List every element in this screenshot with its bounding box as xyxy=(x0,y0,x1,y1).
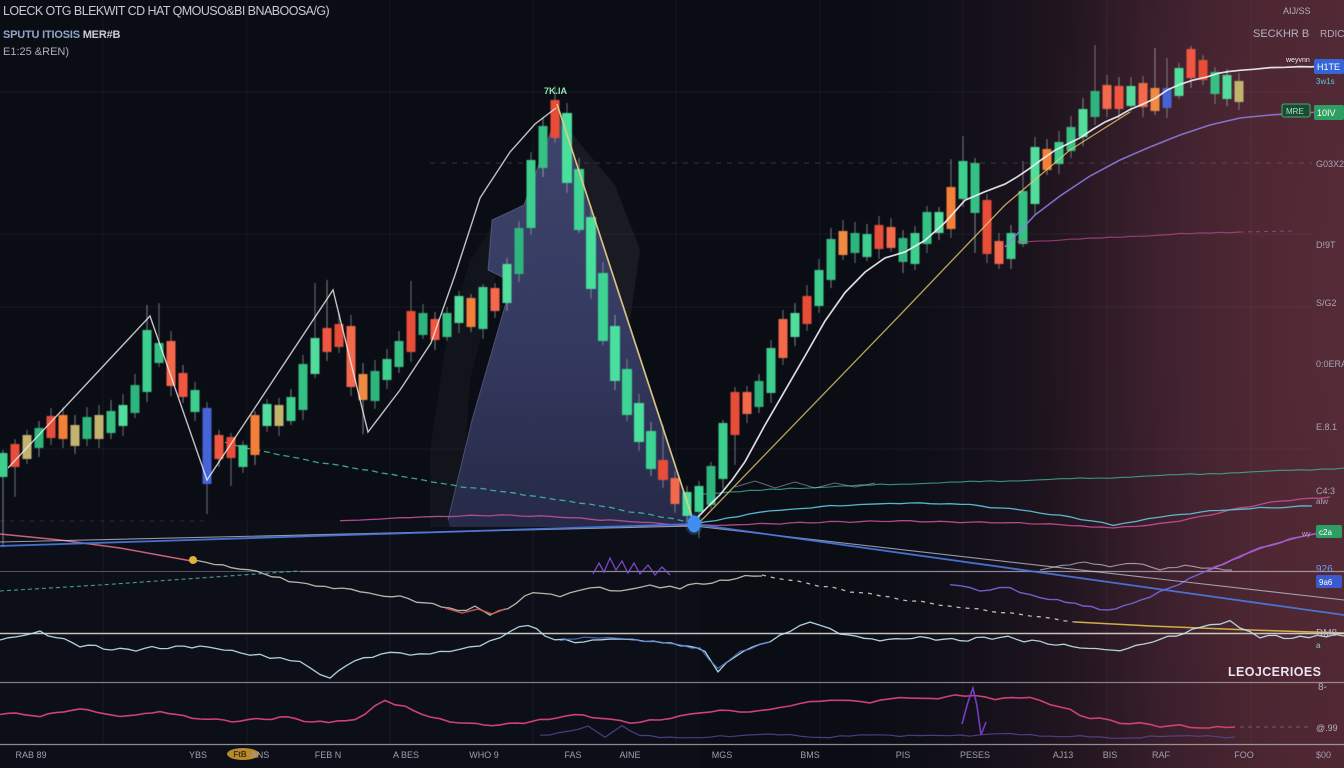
svg-text:LEOJCERIOES: LEOJCERIOES xyxy=(1228,665,1321,679)
svg-text:RDIC: RDIC xyxy=(1320,29,1344,40)
svg-text:8-: 8- xyxy=(1318,682,1327,693)
svg-text:YBS: YBS xyxy=(189,750,207,760)
svg-text:3w1s: 3w1s xyxy=(1316,77,1335,86)
svg-text:LOECK OTG BLEKWIT CD HAT QMOUS: LOECK OTG BLEKWIT CD HAT QMOUSO&BI BNABO… xyxy=(3,4,330,18)
svg-text:AJ13: AJ13 xyxy=(1053,750,1074,760)
svg-text:AIJ/SS: AIJ/SS xyxy=(1283,6,1311,16)
svg-text:10IV: 10IV xyxy=(1317,108,1336,118)
svg-text:WHO 9: WHO 9 xyxy=(469,750,499,760)
svg-text:@.99: @.99 xyxy=(1316,723,1338,733)
svg-text:SECKHR B: SECKHR B xyxy=(1253,28,1309,40)
svg-text:wy: wy xyxy=(1301,531,1311,538)
svg-text:S/G2: S/G2 xyxy=(1316,298,1337,308)
svg-text:E1:25 &REN): E1:25 &REN) xyxy=(3,46,69,58)
svg-text:D!9T: D!9T xyxy=(1316,240,1336,250)
svg-text:0:0ERA: 0:0ERA xyxy=(1316,359,1344,369)
svg-text:weyvnn: weyvnn xyxy=(1285,57,1310,64)
svg-text:c2a: c2a xyxy=(1319,528,1332,537)
svg-text:$00: $00 xyxy=(1316,750,1331,760)
svg-text:G03X2: G03X2 xyxy=(1316,159,1344,169)
svg-text:C4:3: C4:3 xyxy=(1316,486,1335,496)
svg-text:H1TE: H1TE xyxy=(1317,62,1340,72)
svg-text:PESES: PESES xyxy=(960,750,990,760)
svg-text:ANS: ANS xyxy=(251,750,270,760)
svg-text:FtB: FtB xyxy=(233,750,247,759)
svg-text:9a6: 9a6 xyxy=(1319,578,1333,587)
svg-text:7K.IA: 7K.IA xyxy=(544,86,568,96)
svg-text:BIS: BIS xyxy=(1103,750,1118,760)
svg-text:E.8.1: E.8.1 xyxy=(1316,422,1337,432)
svg-text:MGS: MGS xyxy=(712,750,733,760)
svg-text:FEB N: FEB N xyxy=(315,750,342,760)
svg-text:PIS: PIS xyxy=(896,750,911,760)
svg-text:A BES: A BES xyxy=(393,750,419,760)
svg-text:FOO: FOO xyxy=(1234,750,1254,760)
svg-text:MRE: MRE xyxy=(1286,107,1304,116)
svg-text:BMS: BMS xyxy=(800,750,820,760)
svg-text:AINE: AINE xyxy=(619,750,640,760)
svg-text:RAF: RAF xyxy=(1152,750,1171,760)
svg-text:DM8: DM8 xyxy=(1316,628,1338,639)
svg-text:SPUTU ITIOSIS MER#B: SPUTU ITIOSIS MER#B xyxy=(3,29,120,41)
svg-text:FAS: FAS xyxy=(564,750,581,760)
svg-text:926: 926 xyxy=(1316,564,1333,575)
svg-text:alw: alw xyxy=(1316,497,1328,506)
svg-text:a: a xyxy=(1316,641,1321,650)
svg-text:RAB 89: RAB 89 xyxy=(15,750,46,760)
